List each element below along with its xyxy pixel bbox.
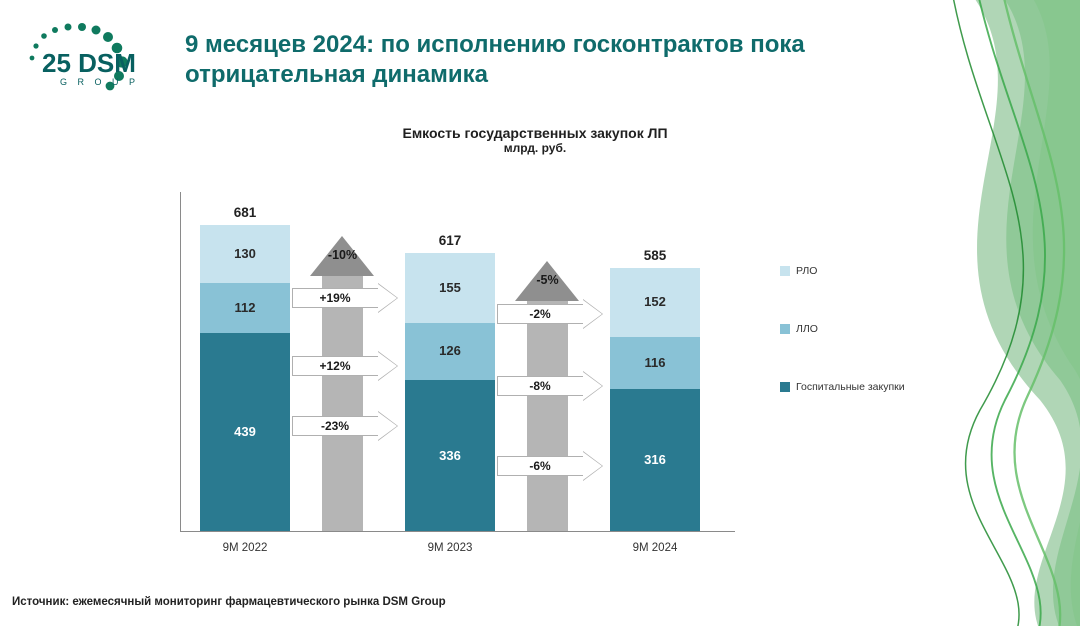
legend-label-rlo: РЛО xyxy=(796,265,817,277)
bar-total: 617 xyxy=(405,233,495,248)
change-arrow: -23% xyxy=(292,412,397,440)
brand-logo: 25 DSM G R O U P xyxy=(20,22,140,102)
bar-stack: 316116152585 xyxy=(610,268,700,531)
bar-segment-rlo: 152 xyxy=(610,268,700,336)
arrow-tip-icon xyxy=(583,300,602,328)
arrow-label: -6% xyxy=(497,456,583,476)
bar-value: 336 xyxy=(439,448,461,463)
arrow-tip-icon xyxy=(583,452,602,480)
chart-title: Емкость государственных закупок ЛП xyxy=(402,125,667,141)
bar-stack: 439112130681 xyxy=(200,225,290,531)
legend-box-llo xyxy=(780,324,790,334)
arrow-shaft xyxy=(527,301,568,531)
bar-value: 316 xyxy=(644,452,666,467)
logo-brand: DSM xyxy=(78,48,136,78)
x-axis xyxy=(180,531,735,532)
bar-segment-hospital: 336 xyxy=(405,380,495,531)
wave-path xyxy=(990,0,1080,626)
change-arrow: -2% xyxy=(497,300,602,328)
legend-item-llo: ЛЛО xyxy=(780,323,920,335)
arrow-label: -8% xyxy=(497,376,583,396)
bar-value: 152 xyxy=(644,294,666,309)
legend-box-rlo xyxy=(780,266,790,276)
legend-item-rlo: РЛО xyxy=(780,265,920,277)
bar-segment-rlo: 155 xyxy=(405,253,495,323)
legend-box-hospital xyxy=(780,382,790,392)
x-label: 9М 2022 xyxy=(185,542,305,554)
bar-segment-llo: 126 xyxy=(405,323,495,380)
bar-value: 130 xyxy=(234,246,256,261)
legend: РЛО ЛЛО Госпитальные закупки xyxy=(780,265,920,393)
arrow-label: -2% xyxy=(497,304,583,324)
big-arrow: -10% xyxy=(310,236,375,531)
wave-path xyxy=(1000,0,1064,626)
logo-sub: G R O U P xyxy=(60,77,139,87)
arrow-pct: -10% xyxy=(310,248,375,262)
source-text: Источник: ежемесячный мониторинг фармаце… xyxy=(12,596,446,608)
arrow-label: +12% xyxy=(292,356,378,376)
logo-25: 25 xyxy=(42,48,71,78)
bar-stack: 336126155617 xyxy=(405,253,495,531)
legend-label-llo: ЛЛО xyxy=(796,323,818,335)
wave-path xyxy=(960,0,1080,626)
bar-segment-hospital: 439 xyxy=(200,333,290,531)
change-arrow: -8% xyxy=(497,372,602,400)
arrow-tip-icon xyxy=(583,372,602,400)
bar-value: 126 xyxy=(439,343,461,358)
bar-value: 155 xyxy=(439,280,461,295)
bar-segment-llo: 112 xyxy=(200,283,290,333)
bar-value: 439 xyxy=(234,424,256,439)
bar-segment-hospital: 316 xyxy=(610,389,700,531)
arrow-shaft xyxy=(322,276,363,531)
wave-path xyxy=(975,0,1045,626)
bar-segment-llo: 116 xyxy=(610,337,700,389)
page-title: 9 месяцев 2024: по исполнению госконтрак… xyxy=(185,30,885,90)
legend-label-hospital: Госпитальные закупки xyxy=(796,381,905,393)
change-arrow: +12% xyxy=(292,352,397,380)
chart-subtitle: млрд. руб. xyxy=(300,141,770,155)
x-label: 9М 2023 xyxy=(390,542,510,554)
arrow-tip-icon xyxy=(378,352,397,380)
legend-item-hospital: Госпитальные закупки xyxy=(780,381,920,393)
wave-path xyxy=(950,0,1023,626)
stacked-bar-chart: 439 112 130 681 336 126 155 617 316 116 152 585 -10… xyxy=(180,170,920,560)
arrow-label: -23% xyxy=(292,416,378,436)
bar-segment-rlo: 130 xyxy=(200,225,290,284)
wave-path xyxy=(1020,0,1080,626)
bar-value: 112 xyxy=(235,300,256,315)
change-arrow: -6% xyxy=(497,452,602,480)
arrow-tip-icon xyxy=(378,284,397,312)
arrow-label: +19% xyxy=(292,288,378,308)
bar-total: 585 xyxy=(610,248,700,263)
change-arrow: +19% xyxy=(292,284,397,312)
bar-total: 681 xyxy=(200,205,290,220)
x-label: 9М 2024 xyxy=(595,542,715,554)
decorative-wave xyxy=(920,0,1080,626)
arrow-tip-icon xyxy=(378,412,397,440)
bar-value: 116 xyxy=(645,355,666,370)
svg-text:25 DSM: 25 DSM xyxy=(42,48,136,78)
y-axis xyxy=(180,192,181,532)
chart-title-block: Емкость государственных закупок ЛП млрд.… xyxy=(300,125,770,155)
arrow-pct: -5% xyxy=(515,273,580,287)
